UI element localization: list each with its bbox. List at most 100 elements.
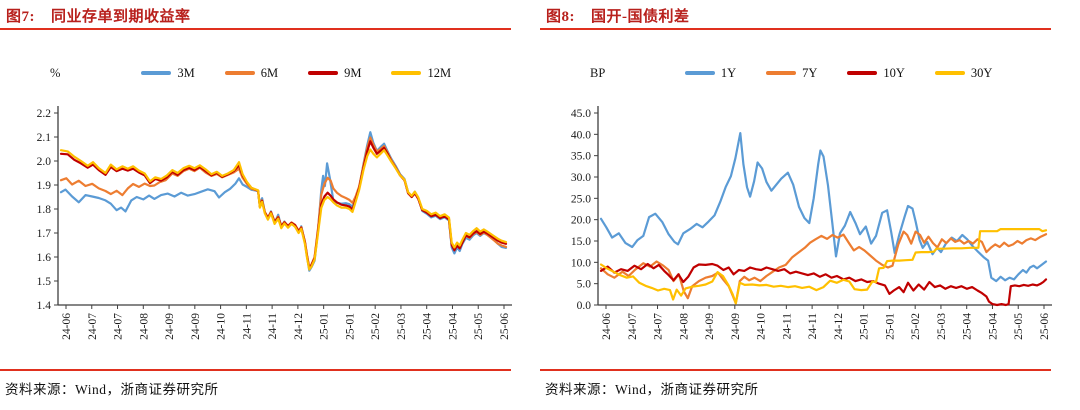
legend-item-6M: 6M — [224, 65, 279, 81]
y-axis-unit-label: % — [50, 65, 61, 80]
svg-text:1.4: 1.4 — [37, 300, 52, 312]
legend-item-7Y: 7Y — [766, 66, 817, 81]
svg-text:25-04: 25-04 — [962, 313, 974, 340]
svg-text:24-06: 24-06 — [61, 313, 73, 340]
svg-text:24-06: 24-06 — [601, 313, 613, 340]
legend-label: 3M — [177, 65, 195, 80]
svg-text:25-04: 25-04 — [447, 313, 459, 340]
y-axis-unit-label: BP — [590, 65, 606, 80]
figure-8-chart-canvas: 0.0 5.0 10.0 15.0 20.0 25.0 30.0 35.0 40.0 45.0 24… — [571, 106, 1052, 340]
figure-7-label: 图7: — [6, 9, 35, 25]
svg-text:25-05: 25-05 — [1013, 313, 1025, 340]
legend-swatch — [141, 71, 172, 75]
figure-7-title: 图7: 同业存单到期收益率 — [6, 5, 191, 26]
svg-text:24-07: 24-07 — [653, 313, 665, 340]
svg-text:25-06: 25-06 — [1039, 313, 1051, 340]
svg-text:2.1: 2.1 — [37, 132, 52, 144]
legend-label: 7Y — [802, 65, 818, 80]
legend-swatch — [847, 71, 878, 75]
legend-item-30Y: 30Y — [934, 65, 993, 81]
svg-text:25-02: 25-02 — [910, 313, 922, 340]
svg-text:24-10: 24-10 — [756, 313, 768, 340]
svg-text:1.6: 1.6 — [37, 252, 52, 264]
svg-text:25-02: 25-02 — [370, 313, 382, 340]
svg-text:24-12: 24-12 — [293, 313, 305, 340]
source-divider — [0, 369, 511, 371]
svg-text:25-01: 25-01 — [319, 313, 331, 340]
svg-text:24-07: 24-07 — [627, 313, 639, 340]
svg-text:25-03: 25-03 — [936, 313, 948, 340]
svg-text:24-07: 24-07 — [113, 313, 125, 340]
legend: 3M 6M 9M 12M — [66, 66, 526, 81]
svg-text:24-09: 24-09 — [190, 313, 202, 340]
svg-text:25-01: 25-01 — [884, 313, 896, 340]
svg-text:1.8: 1.8 — [37, 204, 52, 216]
figure-8-title: 图8: 国开-国债利差 — [546, 5, 690, 26]
svg-text:2.2: 2.2 — [37, 108, 52, 120]
svg-text:1.9: 1.9 — [37, 180, 52, 192]
svg-text:30.0: 30.0 — [571, 172, 591, 184]
legend-item-10Y: 10Y — [847, 66, 905, 81]
series-line-7Y — [599, 230, 1048, 305]
figure-7-panel: 图7: 同业存单到期收益率 % 3M 6M 9M 12M 1.4 1.5 1.6 1.7 1.8… — [0, 5, 526, 397]
svg-text:24-11: 24-11 — [267, 313, 279, 340]
legend-label: 12M — [427, 65, 452, 80]
svg-text:24-09: 24-09 — [704, 313, 716, 340]
svg-text:24-12: 24-12 — [833, 313, 845, 340]
svg-text:25-04: 25-04 — [987, 313, 999, 340]
legend-label: 6M — [260, 65, 279, 80]
svg-text:24-09: 24-09 — [730, 313, 742, 340]
svg-text:25-01: 25-01 — [859, 313, 871, 340]
legend-row: % 3M 6M 9M 12M — [50, 63, 526, 83]
legend-item-9M: 9M — [308, 66, 361, 81]
svg-text:5.0: 5.0 — [577, 279, 592, 291]
figure-8-label: 图8: — [546, 9, 575, 25]
figure-7-title-text: 同业存单到期收益率 — [51, 9, 191, 25]
svg-text:15.0: 15.0 — [571, 236, 591, 248]
svg-text:45.0: 45.0 — [571, 108, 591, 120]
svg-text:24-10: 24-10 — [216, 313, 228, 340]
legend-item-1Y: 1Y — [684, 65, 737, 81]
svg-text:25.0: 25.0 — [571, 193, 591, 205]
svg-text:1.5: 1.5 — [37, 276, 52, 288]
legend-swatch — [391, 71, 422, 75]
series-line-6M — [59, 136, 508, 269]
svg-text:40.0: 40.0 — [571, 129, 591, 141]
svg-text:25-01: 25-01 — [344, 313, 356, 340]
title-underline — [540, 28, 1051, 30]
svg-text:10.0: 10.0 — [571, 257, 591, 269]
source-note: 资料来源：Wind，浙商证券研究所 — [545, 382, 759, 397]
svg-text:25-04: 25-04 — [422, 313, 434, 340]
legend-swatch — [766, 71, 797, 75]
legend-item-3M: 3M — [141, 65, 195, 81]
svg-text:25-05: 25-05 — [473, 313, 485, 340]
legend-label: 9M — [344, 65, 362, 80]
legend-row: BP 1Y 7Y 10Y 30Y — [590, 63, 1066, 83]
legend-swatch — [684, 71, 715, 75]
legend-label: 1Y — [720, 65, 737, 80]
figure-8-panel: 图8: 国开-国债利差 BP 1Y 7Y 10Y 30Y 0.0 5.0 10.0 15.0 2… — [540, 0, 1080, 410]
series-line-10Y — [599, 262, 1048, 307]
legend-item-12M: 12M — [391, 66, 451, 81]
svg-text:24-11: 24-11 — [807, 313, 819, 340]
svg-text:24-08: 24-08 — [678, 313, 690, 340]
svg-text:25-03: 25-03 — [396, 313, 408, 340]
series-line-12M — [59, 148, 508, 271]
series-line-1Y — [599, 131, 1048, 283]
legend-label: 10Y — [883, 65, 905, 80]
figure-7-chart-canvas: 1.4 1.5 1.6 1.7 1.8 1.9 2.0 2.1 2.2 24-06 24-07 24-… — [37, 106, 512, 340]
svg-text:1.7: 1.7 — [37, 228, 52, 240]
svg-text:24-07: 24-07 — [87, 313, 99, 340]
svg-text:2.0: 2.0 — [37, 156, 52, 168]
title-underline — [0, 28, 511, 30]
source-note: 资料来源：Wind，浙商证券研究所 — [5, 382, 219, 397]
svg-text:24-11: 24-11 — [241, 313, 253, 340]
legend-swatch — [934, 71, 965, 75]
legend-label: 30Y — [970, 65, 993, 80]
legend-swatch — [224, 71, 255, 75]
legend-swatch — [308, 71, 339, 75]
svg-text:24-08: 24-08 — [138, 313, 150, 340]
svg-text:25-06: 25-06 — [499, 313, 511, 340]
svg-text:24-11: 24-11 — [781, 313, 793, 340]
svg-text:0.0: 0.0 — [577, 300, 592, 312]
